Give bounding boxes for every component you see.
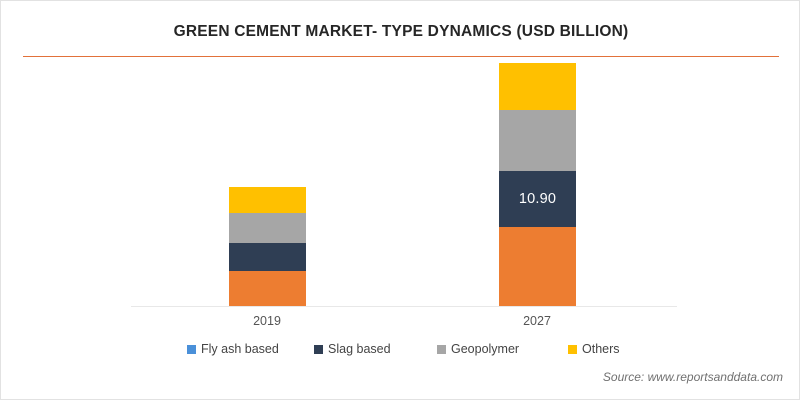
legend-item-geopolymer[interactable]: Geopolymer bbox=[437, 343, 519, 356]
legend-item-others[interactable]: Others bbox=[568, 343, 620, 356]
bar-segment[interactable] bbox=[229, 213, 306, 243]
source-attribution: Source: www.reportsanddata.com bbox=[602, 370, 783, 384]
legend-label: Geopolymer bbox=[451, 342, 520, 356]
bar-segment[interactable] bbox=[499, 63, 576, 110]
bar-segment[interactable] bbox=[499, 227, 576, 306]
stacked-bar[interactable]: 10.90 bbox=[499, 63, 576, 306]
legend-item-fly-ash-based[interactable]: Fly ash based bbox=[187, 343, 279, 356]
bar-group: 10.90 bbox=[499, 63, 576, 306]
legend-item-slag-based[interactable]: Slag based bbox=[314, 343, 391, 356]
legend-swatch-icon bbox=[187, 344, 196, 354]
stacked-bar[interactable] bbox=[229, 187, 306, 306]
legend-swatch-icon bbox=[568, 344, 577, 354]
legend-label: Others bbox=[582, 342, 620, 356]
bar-segment[interactable]: 10.90 bbox=[499, 171, 576, 227]
legend-swatch-icon bbox=[314, 344, 323, 354]
bar-value-label: 10.90 bbox=[518, 190, 557, 207]
x-axis-tick-label: 2019 bbox=[253, 314, 281, 328]
legend-label: Slag based bbox=[328, 342, 391, 356]
x-axis-tick-label: 2027 bbox=[523, 314, 551, 328]
chart-title: GREEN CEMENT MARKET- TYPE DYNAMICS (USD … bbox=[173, 23, 629, 40]
bar-segment[interactable] bbox=[229, 243, 306, 271]
title-divider bbox=[23, 56, 779, 57]
bar-segment[interactable] bbox=[229, 271, 306, 306]
bar-group bbox=[229, 187, 306, 306]
bar-segment[interactable] bbox=[229, 187, 306, 213]
plot-area bbox=[131, 59, 677, 307]
legend-label: Fly ash based bbox=[201, 342, 279, 356]
x-axis-line bbox=[131, 306, 677, 307]
bar-segment[interactable] bbox=[499, 110, 576, 171]
legend-swatch-icon bbox=[437, 344, 446, 354]
chart-legend: Fly ash based Slag based Geopolymer Others bbox=[131, 343, 677, 359]
